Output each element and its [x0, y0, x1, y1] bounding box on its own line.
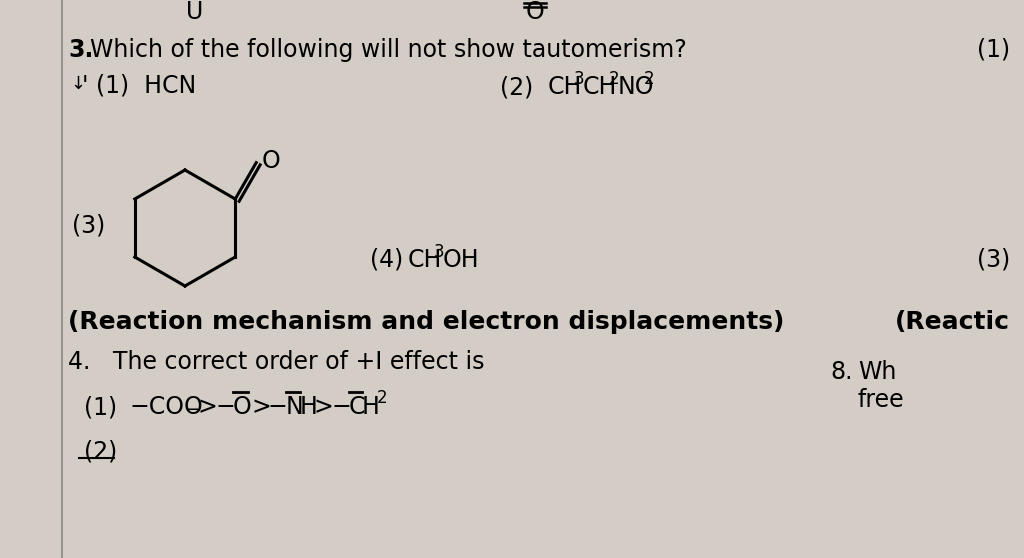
Text: Which of the following will not show tautomerism?: Which of the following will not show tau…	[90, 38, 687, 62]
Text: −: −	[184, 401, 199, 419]
Text: ↓: ↓	[70, 75, 85, 93]
Text: N: N	[286, 395, 304, 419]
Text: 3: 3	[574, 70, 585, 88]
Text: NO: NO	[618, 75, 654, 99]
Text: C: C	[349, 395, 366, 419]
Text: (1): (1)	[84, 395, 117, 419]
Text: Wh: Wh	[858, 360, 896, 384]
Text: 4.   The correct order of +I effect is: 4. The correct order of +I effect is	[68, 350, 484, 374]
Text: O: O	[233, 395, 252, 419]
Text: H: H	[362, 395, 380, 419]
Text: 2: 2	[609, 70, 620, 88]
Text: ' (1)  HCN: ' (1) HCN	[82, 73, 197, 97]
Text: U: U	[186, 0, 204, 24]
Text: 2: 2	[377, 389, 388, 407]
Text: (2): (2)	[84, 440, 118, 464]
Text: (4): (4)	[370, 248, 403, 272]
Text: (3): (3)	[72, 213, 105, 237]
Text: CH: CH	[548, 75, 583, 99]
Text: (1): (1)	[977, 38, 1010, 62]
Text: >: >	[198, 395, 218, 419]
Text: CH: CH	[408, 248, 442, 272]
Text: (Reactic: (Reactic	[895, 310, 1010, 334]
Text: −COO: −COO	[130, 395, 204, 419]
Text: O: O	[261, 148, 280, 172]
Text: −: −	[215, 395, 234, 419]
Text: OH: OH	[443, 248, 479, 272]
Text: 2: 2	[644, 70, 654, 88]
Text: >: >	[251, 395, 271, 419]
Text: (Reaction mechanism and electron displacements): (Reaction mechanism and electron displac…	[68, 310, 784, 334]
Text: CH: CH	[583, 75, 617, 99]
Text: −: −	[268, 395, 288, 419]
Text: −: −	[331, 395, 351, 419]
Text: >: >	[314, 395, 334, 419]
Text: 3: 3	[434, 243, 444, 261]
Text: O: O	[525, 0, 545, 24]
Text: 3.: 3.	[68, 38, 93, 62]
Text: free: free	[858, 388, 904, 412]
Text: (2): (2)	[500, 75, 534, 99]
Text: (3): (3)	[977, 248, 1010, 272]
Text: 8.: 8.	[830, 360, 853, 384]
Text: H: H	[300, 395, 317, 419]
